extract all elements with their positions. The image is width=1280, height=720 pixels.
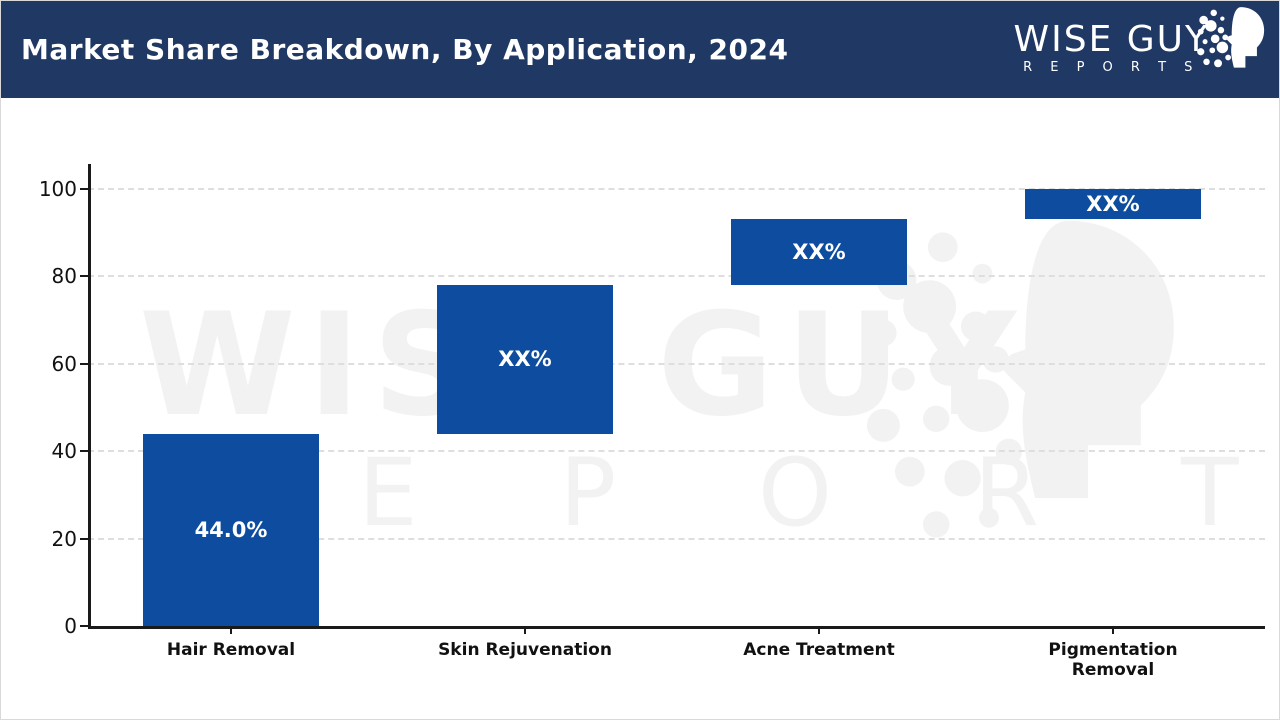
watermark-head-icon [866, 220, 1174, 538]
x-tick-2 [818, 626, 820, 634]
logo-text: WISE GUY R E P O R T S [1013, 18, 1210, 76]
y-tick-80 [80, 275, 88, 277]
bar-value-label: XX% [792, 239, 846, 264]
x-axis-line [88, 626, 1265, 629]
gridline-40 [88, 450, 1265, 452]
x-axis-label-3: Pigmentation Removal [1048, 640, 1178, 681]
bar-value-label: XX% [498, 347, 552, 372]
bar-skin-rejuvenation[interactable]: XX% [437, 284, 613, 434]
x-tick-1 [524, 626, 526, 634]
logo-subtitle: R E P O R T S [1023, 60, 1200, 76]
y-tick-label-0: 0 [64, 614, 77, 638]
x-axis-label-0: Hair Removal [166, 640, 296, 660]
x-axis-label-2: Acne Treatment [743, 640, 895, 660]
x-tick-0 [230, 626, 232, 634]
y-tick-0 [80, 625, 88, 627]
y-tick-label-80: 80 [51, 264, 77, 288]
y-tick-label-60: 60 [51, 351, 77, 376]
y-tick-40 [80, 450, 88, 452]
logo-name: WISE GUY [1013, 18, 1209, 60]
logo-head-icon [1197, 7, 1265, 68]
bar-acne-treatment[interactable]: XX% [731, 219, 907, 285]
bar-hair-removal[interactable]: 44.0% [143, 433, 319, 626]
watermark-text-reports: R E P O R T S [151, 439, 1279, 548]
wise-guy-logo: WISE GUY R E P O R T S [1013, 7, 1268, 87]
header: Market Share Breakdown, By Application, … [1, 1, 1279, 98]
gridline-20 [88, 537, 1265, 540]
y-tick-label-20: 20 [51, 526, 77, 551]
y-tick-label-40: 40 [51, 439, 77, 463]
x-tick-3 [1112, 626, 1114, 634]
y-tick-label-100: 100 [38, 176, 77, 201]
y-tick-20 [80, 537, 88, 540]
y-tick-100 [80, 187, 88, 190]
x-axis-label-1: Skin Rejuvenation [438, 640, 612, 660]
bar-pigmentation-removal[interactable]: XX% [1025, 188, 1201, 220]
gridline-100 [88, 187, 1265, 190]
gridline-60 [88, 362, 1265, 365]
bar-value-label: XX% [1086, 191, 1140, 216]
gridline-80 [88, 275, 1265, 277]
y-tick-60 [80, 362, 88, 365]
page-title: Market Share Breakdown, By Application, … [21, 33, 789, 66]
bar-value-label: 44.0% [194, 517, 268, 542]
y-axis-line [88, 164, 91, 628]
